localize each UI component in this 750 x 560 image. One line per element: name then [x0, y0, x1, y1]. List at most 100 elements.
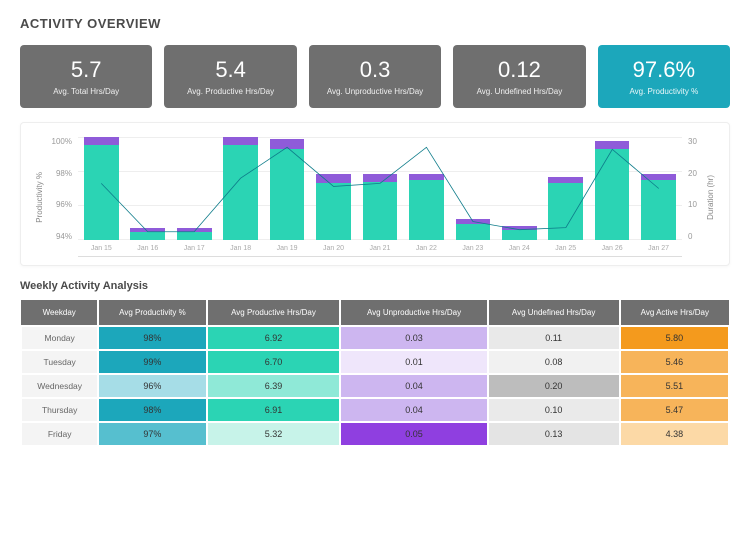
metric-card-3[interactable]: 0.12 Avg. Undefined Hrs/Day — [453, 45, 585, 108]
table-rowhead: Friday — [21, 422, 98, 446]
y-right-tick: 30 — [688, 137, 697, 146]
metric-card-2[interactable]: 0.3 Avg. Unproductive Hrs/Day — [309, 45, 441, 108]
metric-value: 5.7 — [28, 57, 144, 83]
table-col-header: Avg Productive Hrs/Day — [207, 300, 341, 326]
x-axis-label: Jan 27 — [641, 245, 676, 252]
table-cell: 5.47 — [620, 398, 729, 422]
table-col-header: Avg Undefined Hrs/Day — [488, 300, 620, 326]
table-cell: 5.51 — [620, 374, 729, 398]
bar-col[interactable] — [548, 137, 583, 240]
bar-segment-main — [641, 180, 676, 240]
x-axis-label: Jan 26 — [595, 245, 630, 252]
metric-label: Avg. Total Hrs/Day — [28, 87, 144, 96]
bar-col[interactable] — [270, 137, 305, 240]
metric-value: 97.6% — [606, 57, 722, 83]
bar-segment-top — [363, 174, 398, 182]
table-col-header: Avg Unproductive Hrs/Day — [340, 300, 487, 326]
metric-card-1[interactable]: 5.4 Avg. Productive Hrs/Day — [164, 45, 296, 108]
table-row: Thursday98%6.910.040.105.47 — [21, 398, 729, 422]
table-cell: 6.70 — [207, 350, 341, 374]
table-col-header: Avg Active Hrs/Day — [620, 300, 729, 326]
y-right-tick: 20 — [688, 169, 697, 178]
metric-label: Avg. Productive Hrs/Day — [172, 87, 288, 96]
page-title: ACTIVITY OVERVIEW — [20, 16, 730, 31]
table-cell: 0.10 — [488, 398, 620, 422]
bar-segment-top — [84, 137, 119, 145]
table-rowhead: Wednesday — [21, 374, 98, 398]
metric-card-4[interactable]: 97.6% Avg. Productivity % — [598, 45, 730, 108]
table-row: Wednesday96%6.390.040.205.51 — [21, 374, 729, 398]
bar-col[interactable] — [595, 137, 630, 240]
bar-col[interactable] — [223, 137, 258, 240]
metric-value: 0.3 — [317, 57, 433, 83]
x-axis-label: Jan 20 — [316, 245, 351, 252]
bar-segment-main — [595, 149, 630, 240]
metric-value: 0.12 — [461, 57, 577, 83]
y-left-tick: 94% — [56, 232, 72, 241]
table-cell: 97% — [98, 422, 206, 446]
bar-segment-main — [409, 180, 444, 240]
x-axis-label: Jan 22 — [409, 245, 444, 252]
bar-col[interactable] — [316, 137, 351, 240]
bar-col[interactable] — [177, 137, 212, 240]
bar-col[interactable] — [456, 137, 491, 240]
chart-body: Productivity % 100%98%96%94% Jan 15Jan 1… — [35, 137, 715, 257]
table-cell: 0.13 — [488, 422, 620, 446]
table-cell: 0.11 — [488, 326, 620, 350]
bar-segment-top — [595, 141, 630, 149]
table-col-header: Weekday — [21, 300, 98, 326]
bar-col[interactable] — [84, 137, 119, 240]
y-left-tick: 100% — [52, 137, 72, 146]
bar-col[interactable] — [363, 137, 398, 240]
x-axis-label: Jan 25 — [548, 245, 583, 252]
table-cell: 5.32 — [207, 422, 341, 446]
x-axis-label: Jan 18 — [223, 245, 258, 252]
metric-value: 5.4 — [172, 57, 288, 83]
bar-segment-main — [316, 183, 351, 240]
bar-segment-main — [363, 182, 398, 240]
table-cell: 98% — [98, 326, 206, 350]
metric-label: Avg. Unproductive Hrs/Day — [317, 87, 433, 96]
plot-area: Jan 15Jan 16Jan 17Jan 18Jan 19Jan 20Jan … — [78, 137, 682, 257]
bar-segment-top — [223, 137, 258, 145]
bar-col[interactable] — [502, 137, 537, 240]
x-axis-label: Jan 21 — [363, 245, 398, 252]
table-cell: 99% — [98, 350, 206, 374]
bar-segment-main — [177, 232, 212, 240]
table-rowhead: Tuesday — [21, 350, 98, 374]
y-left-tick: 98% — [56, 169, 72, 178]
x-axis-label: Jan 24 — [502, 245, 537, 252]
table-col-header: Avg Productivity % — [98, 300, 206, 326]
bar-segment-top — [316, 174, 351, 183]
bar-segment-main — [223, 145, 258, 240]
bar-col[interactable] — [409, 137, 444, 240]
bar-col[interactable] — [641, 137, 676, 240]
bar-segment-main — [130, 232, 165, 240]
metric-label: Avg. Productivity % — [606, 87, 722, 96]
y-axis-right-label: Duration (hr) — [706, 175, 715, 220]
bar-segment-main — [456, 224, 491, 240]
table-row: Tuesday99%6.700.010.085.46 — [21, 350, 729, 374]
bar-segment-main — [270, 149, 305, 240]
table-row: Monday98%6.920.030.115.80 — [21, 326, 729, 350]
bar-col[interactable] — [130, 137, 165, 240]
weekly-table: WeekdayAvg Productivity %Avg Productive … — [20, 300, 730, 447]
y-axis-right: 3020100 — [682, 137, 706, 257]
metric-label: Avg. Undefined Hrs/Day — [461, 87, 577, 96]
table-cell: 4.38 — [620, 422, 729, 446]
metric-card-0[interactable]: 5.7 Avg. Total Hrs/Day — [20, 45, 152, 108]
table-cell: 0.05 — [340, 422, 487, 446]
table-rowhead: Monday — [21, 326, 98, 350]
table-cell: 0.03 — [340, 326, 487, 350]
x-axis-label: Jan 17 — [177, 245, 212, 252]
table-cell: 0.20 — [488, 374, 620, 398]
table-cell: 0.04 — [340, 398, 487, 422]
bars-row — [78, 137, 682, 240]
metrics-row: 5.7 Avg. Total Hrs/Day 5.4 Avg. Productive … — [20, 45, 730, 108]
bar-segment-main — [502, 230, 537, 240]
x-axis-labels: Jan 15Jan 16Jan 17Jan 18Jan 19Jan 20Jan … — [78, 240, 682, 256]
table-cell: 96% — [98, 374, 206, 398]
y-left-tick: 96% — [56, 200, 72, 209]
bar-segment-top — [270, 139, 305, 149]
y-right-tick: 10 — [688, 200, 697, 209]
